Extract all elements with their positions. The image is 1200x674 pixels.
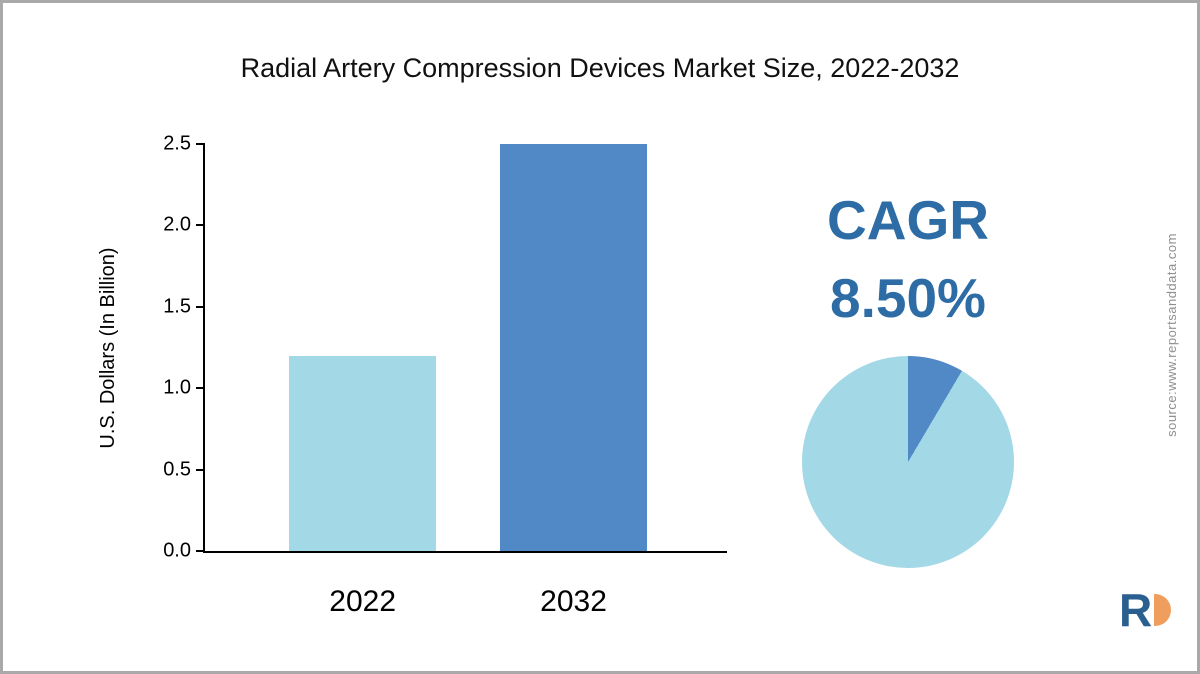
cagr-value: 8.50% (830, 267, 986, 330)
cagr-pie (802, 356, 1014, 568)
bar-2022 (289, 355, 437, 551)
cagr-block: CAGR 8.50% (763, 181, 1053, 337)
y-axis-title: U.S. Dollars (In Billion) (97, 247, 119, 449)
cagr-label: CAGR (827, 189, 989, 251)
y-tick-label: 2.0 (163, 213, 191, 236)
brand-logo: R (1119, 584, 1172, 636)
bar-2032 (500, 144, 648, 551)
y-tick-mark (196, 468, 205, 471)
logo-d-shape (1154, 594, 1172, 626)
chart-title: Radial Artery Compression Devices Market… (240, 53, 960, 83)
x-tick-label: 2022 (329, 585, 397, 618)
y-tick-mark (196, 143, 205, 145)
bar-plot: 0.0 0.5 1.0 1.5 2.0 2.5 2022 2032 (163, 133, 727, 618)
y-tick-mark (196, 387, 205, 390)
y-tick-label: 1.5 (163, 295, 191, 318)
logo-letter-r: R (1119, 584, 1153, 636)
y-tick-label: 1.0 (163, 376, 191, 399)
y-tick-label: 0.5 (163, 458, 191, 481)
y-tick-mark (196, 305, 205, 308)
y-tick-label: 0.0 (163, 539, 191, 562)
y-tick-label: 2.5 (163, 132, 191, 155)
y-tick-mark (196, 224, 205, 227)
source-text: source:www.reportsanddata.com (1164, 233, 1179, 437)
x-tick-label: 2032 (540, 585, 607, 618)
y-tick-mark (196, 550, 205, 552)
